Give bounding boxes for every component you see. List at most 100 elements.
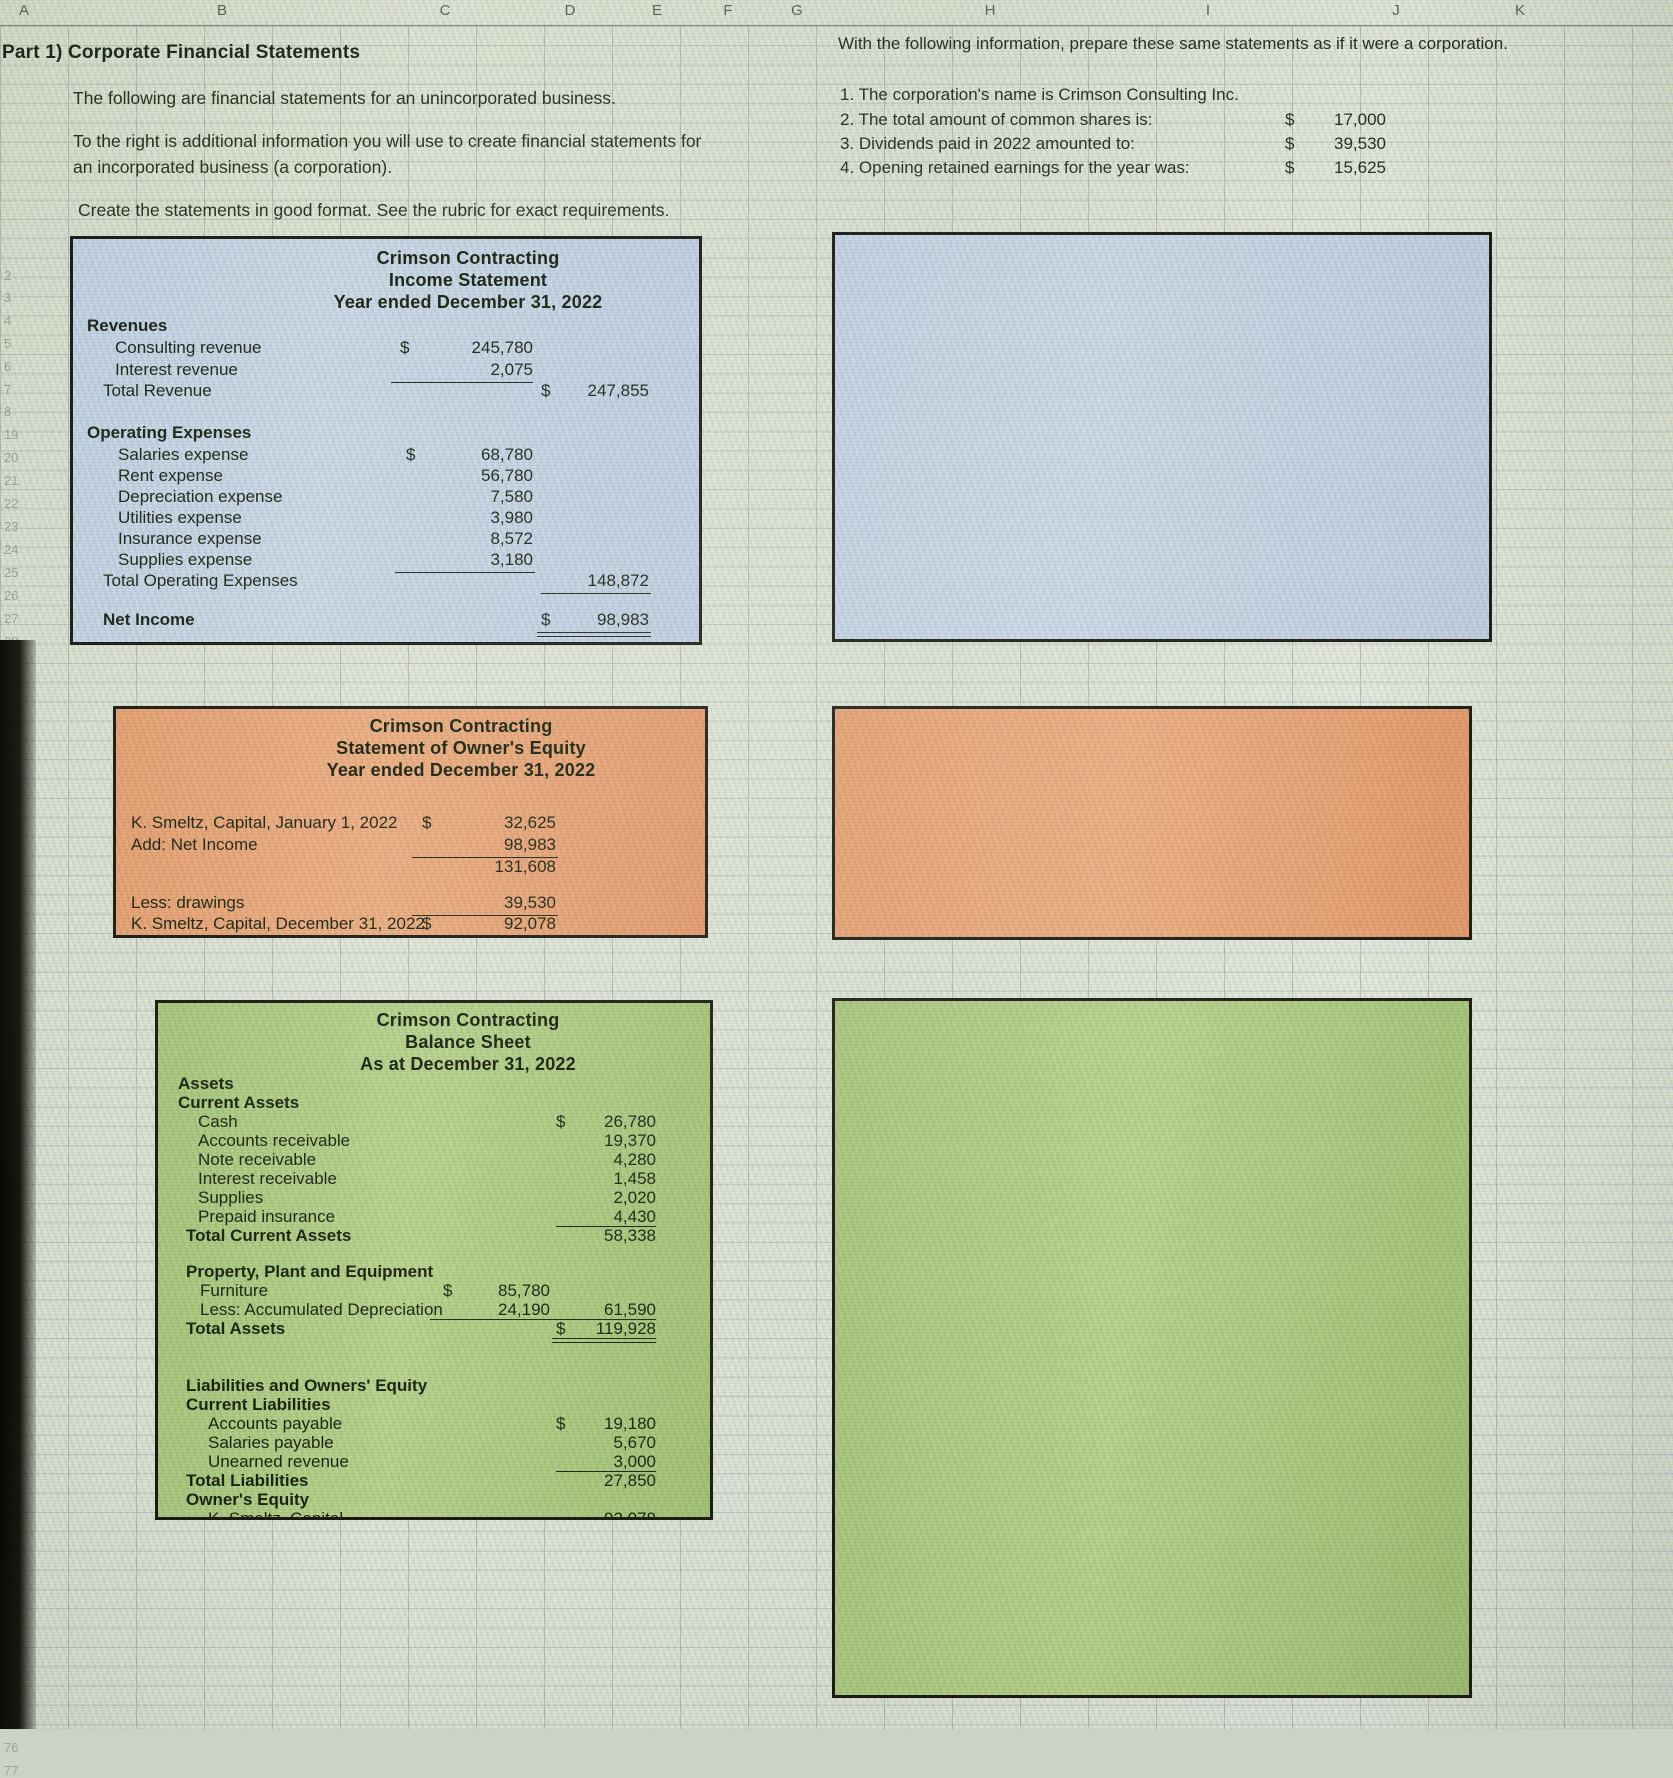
row-header-6[interactable]: 6	[4, 359, 12, 374]
income-net-income-top-rule	[541, 593, 651, 594]
instruction-line-1: The following are financial statements f…	[73, 88, 616, 108]
row-header-77[interactable]: 77	[4, 1763, 19, 1778]
balance-current-asset-1-value: 26,780	[604, 1112, 656, 1131]
column-header-a[interactable]: A	[18, 2, 30, 19]
balance-current-liab-3-label: Unearned revenue	[208, 1452, 349, 1471]
row-header-21[interactable]: 21	[4, 473, 19, 488]
balance-current-asset-1-symbol: $	[556, 1112, 566, 1131]
balance-current-asset-5-value: 2,020	[613, 1188, 656, 1207]
row-header-27[interactable]: 27	[4, 611, 19, 626]
balance-ppe-header: Property, Plant and Equipment	[186, 1262, 434, 1281]
balance-current-asset-6-label: Prepaid insurance	[198, 1207, 336, 1226]
corporation-info-heading: With the following information, prepare …	[838, 34, 1508, 53]
row-header-5[interactable]: 5	[4, 336, 12, 351]
balance-current-liab-2-label: Salaries payable	[208, 1433, 334, 1452]
column-header-i[interactable]: I	[1205, 2, 1211, 19]
equity-opening-value: 32,625	[504, 813, 556, 832]
balance-total-assets-value: 119,928	[595, 1319, 656, 1338]
column-header-f[interactable]: F	[723, 2, 733, 19]
balance-capital-value: 92,078	[604, 1509, 656, 1520]
balance-furniture-symbol: $	[443, 1281, 453, 1300]
answer-box-income-statement[interactable]	[832, 232, 1492, 642]
row-header-20[interactable]: 20	[4, 450, 19, 465]
balance-current-asset-2-label: Accounts receivable	[198, 1131, 351, 1150]
balance-ppe-rule	[430, 1319, 656, 1320]
income-revenue-subtotal-rule	[391, 382, 533, 383]
income-revenue-row-2-label: Interest revenue	[115, 360, 238, 379]
balance-sheet-box[interactable]: Crimson Contracting Balance Sheet As at …	[155, 1000, 713, 1520]
corp-info-item-4-value: 15,625	[1334, 158, 1386, 177]
column-header-b[interactable]: B	[216, 2, 228, 19]
balance-current-asset-4-label: Interest receivable	[198, 1169, 337, 1188]
equity-subtotal-rule	[412, 857, 558, 858]
income-statement-title-company: Crimson Contracting	[376, 248, 560, 268]
balance-title-company: Crimson Contracting	[376, 1010, 560, 1030]
balance-total-assets-double-rule	[552, 1338, 656, 1343]
income-expense-row-4-value: 3,980	[490, 508, 533, 527]
balance-current-liabilities-header: Current Liabilities	[186, 1395, 331, 1414]
corp-info-item-3-symbol: $	[1285, 134, 1295, 153]
page-title: Part 1) Corporate Financial Statements	[2, 42, 361, 63]
equity-title-period: Year ended December 31, 2022	[326, 760, 596, 780]
income-statement-box[interactable]: Crimson Contracting Income Statement Yea…	[70, 236, 702, 645]
balance-capital-label: K. Smeltz, Capital	[208, 1509, 344, 1520]
equity-closing-label: K. Smeltz, Capital, December 31, 2022	[131, 914, 425, 933]
row-header-8[interactable]: 8	[4, 404, 12, 419]
equity-title-company: Crimson Contracting	[369, 716, 553, 736]
corp-info-item-1-label: 1. The corporation's name is Crimson Con…	[840, 85, 1239, 104]
column-header-h[interactable]: H	[984, 2, 996, 19]
row-header-3[interactable]: 3	[4, 290, 12, 305]
balance-total-current-assets-label: Total Current Assets	[186, 1226, 352, 1245]
income-statement-title-period: Year ended December 31, 2022	[333, 292, 603, 312]
equity-closing-symbol: $	[422, 914, 432, 933]
row-header-23[interactable]: 23	[4, 519, 19, 534]
balance-furniture-value: 85,780	[498, 1281, 550, 1300]
balance-current-asset-3-value: 4,280	[613, 1150, 656, 1169]
income-expense-row-2-label: Rent expense	[118, 466, 223, 485]
owners-equity-box[interactable]: Crimson Contracting Statement of Owner's…	[113, 706, 708, 938]
column-header-c[interactable]: C	[439, 2, 451, 19]
row-header-24[interactable]: 24	[4, 542, 19, 557]
row-header-76[interactable]: 76	[4, 1740, 19, 1755]
balance-current-asset-3-label: Note receivable	[198, 1150, 317, 1169]
balance-current-asset-1-label: Cash	[198, 1112, 238, 1131]
balance-assets-header: Assets	[178, 1074, 234, 1093]
balance-liab-equity-header: Liabilities and Owners' Equity	[186, 1376, 428, 1395]
row-header-26[interactable]: 26	[4, 588, 19, 603]
income-expense-row-5-value: 8,572	[490, 529, 533, 548]
income-total-revenue-symbol: $	[541, 381, 551, 400]
corp-info-item-2-label: 2. The total amount of common shares is:	[840, 110, 1153, 129]
column-header-e[interactable]: E	[651, 2, 663, 19]
answer-box-balance-sheet[interactable]	[832, 998, 1472, 1698]
income-total-revenue-value: 247,855	[587, 381, 649, 400]
equity-closing-double-rule	[412, 935, 558, 938]
income-expense-row-1-value: 68,780	[481, 445, 533, 464]
row-header-7[interactable]: 7	[4, 382, 12, 397]
balance-total-assets-label: Total Assets	[186, 1319, 286, 1338]
corp-info-item-2-symbol: $	[1285, 110, 1295, 129]
row-header-2[interactable]: 2	[4, 268, 12, 283]
income-revenue-row-1-value: 245,780	[471, 338, 533, 357]
income-expense-row-5-label: Insurance expense	[118, 529, 262, 548]
balance-ppe-net-value: 61,590	[604, 1300, 656, 1319]
income-revenue-row-1-symbol: $	[400, 338, 410, 357]
income-net-income-value: 98,983	[597, 610, 649, 629]
corp-info-item-3-value: 39,530	[1334, 134, 1386, 153]
column-header-d[interactable]: D	[564, 2, 576, 19]
column-header-j[interactable]: J	[1392, 2, 1400, 19]
balance-accum-dep-label: Less: Accumulated Depreciation	[200, 1300, 443, 1319]
equity-title-type: Statement of Owner's Equity	[336, 738, 586, 758]
income-total-revenue-label: Total Revenue	[103, 381, 212, 400]
row-header-25[interactable]: 25	[4, 565, 19, 580]
income-revenues-header: Revenues	[87, 316, 168, 335]
income-expense-row-6-value: 3,180	[490, 550, 533, 569]
answer-box-owners-equity[interactable]	[832, 706, 1472, 940]
column-header-k[interactable]: K	[1514, 2, 1526, 19]
equity-closing-value: 92,078	[504, 914, 556, 933]
instruction-line-2: To the right is additional information y…	[73, 131, 702, 151]
row-header-19[interactable]: 19	[4, 427, 19, 442]
row-header-4[interactable]: 4	[4, 313, 12, 328]
row-header-22[interactable]: 22	[4, 496, 19, 511]
column-header-g[interactable]: G	[791, 2, 803, 19]
income-expense-row-3-label: Depreciation expense	[118, 487, 283, 506]
